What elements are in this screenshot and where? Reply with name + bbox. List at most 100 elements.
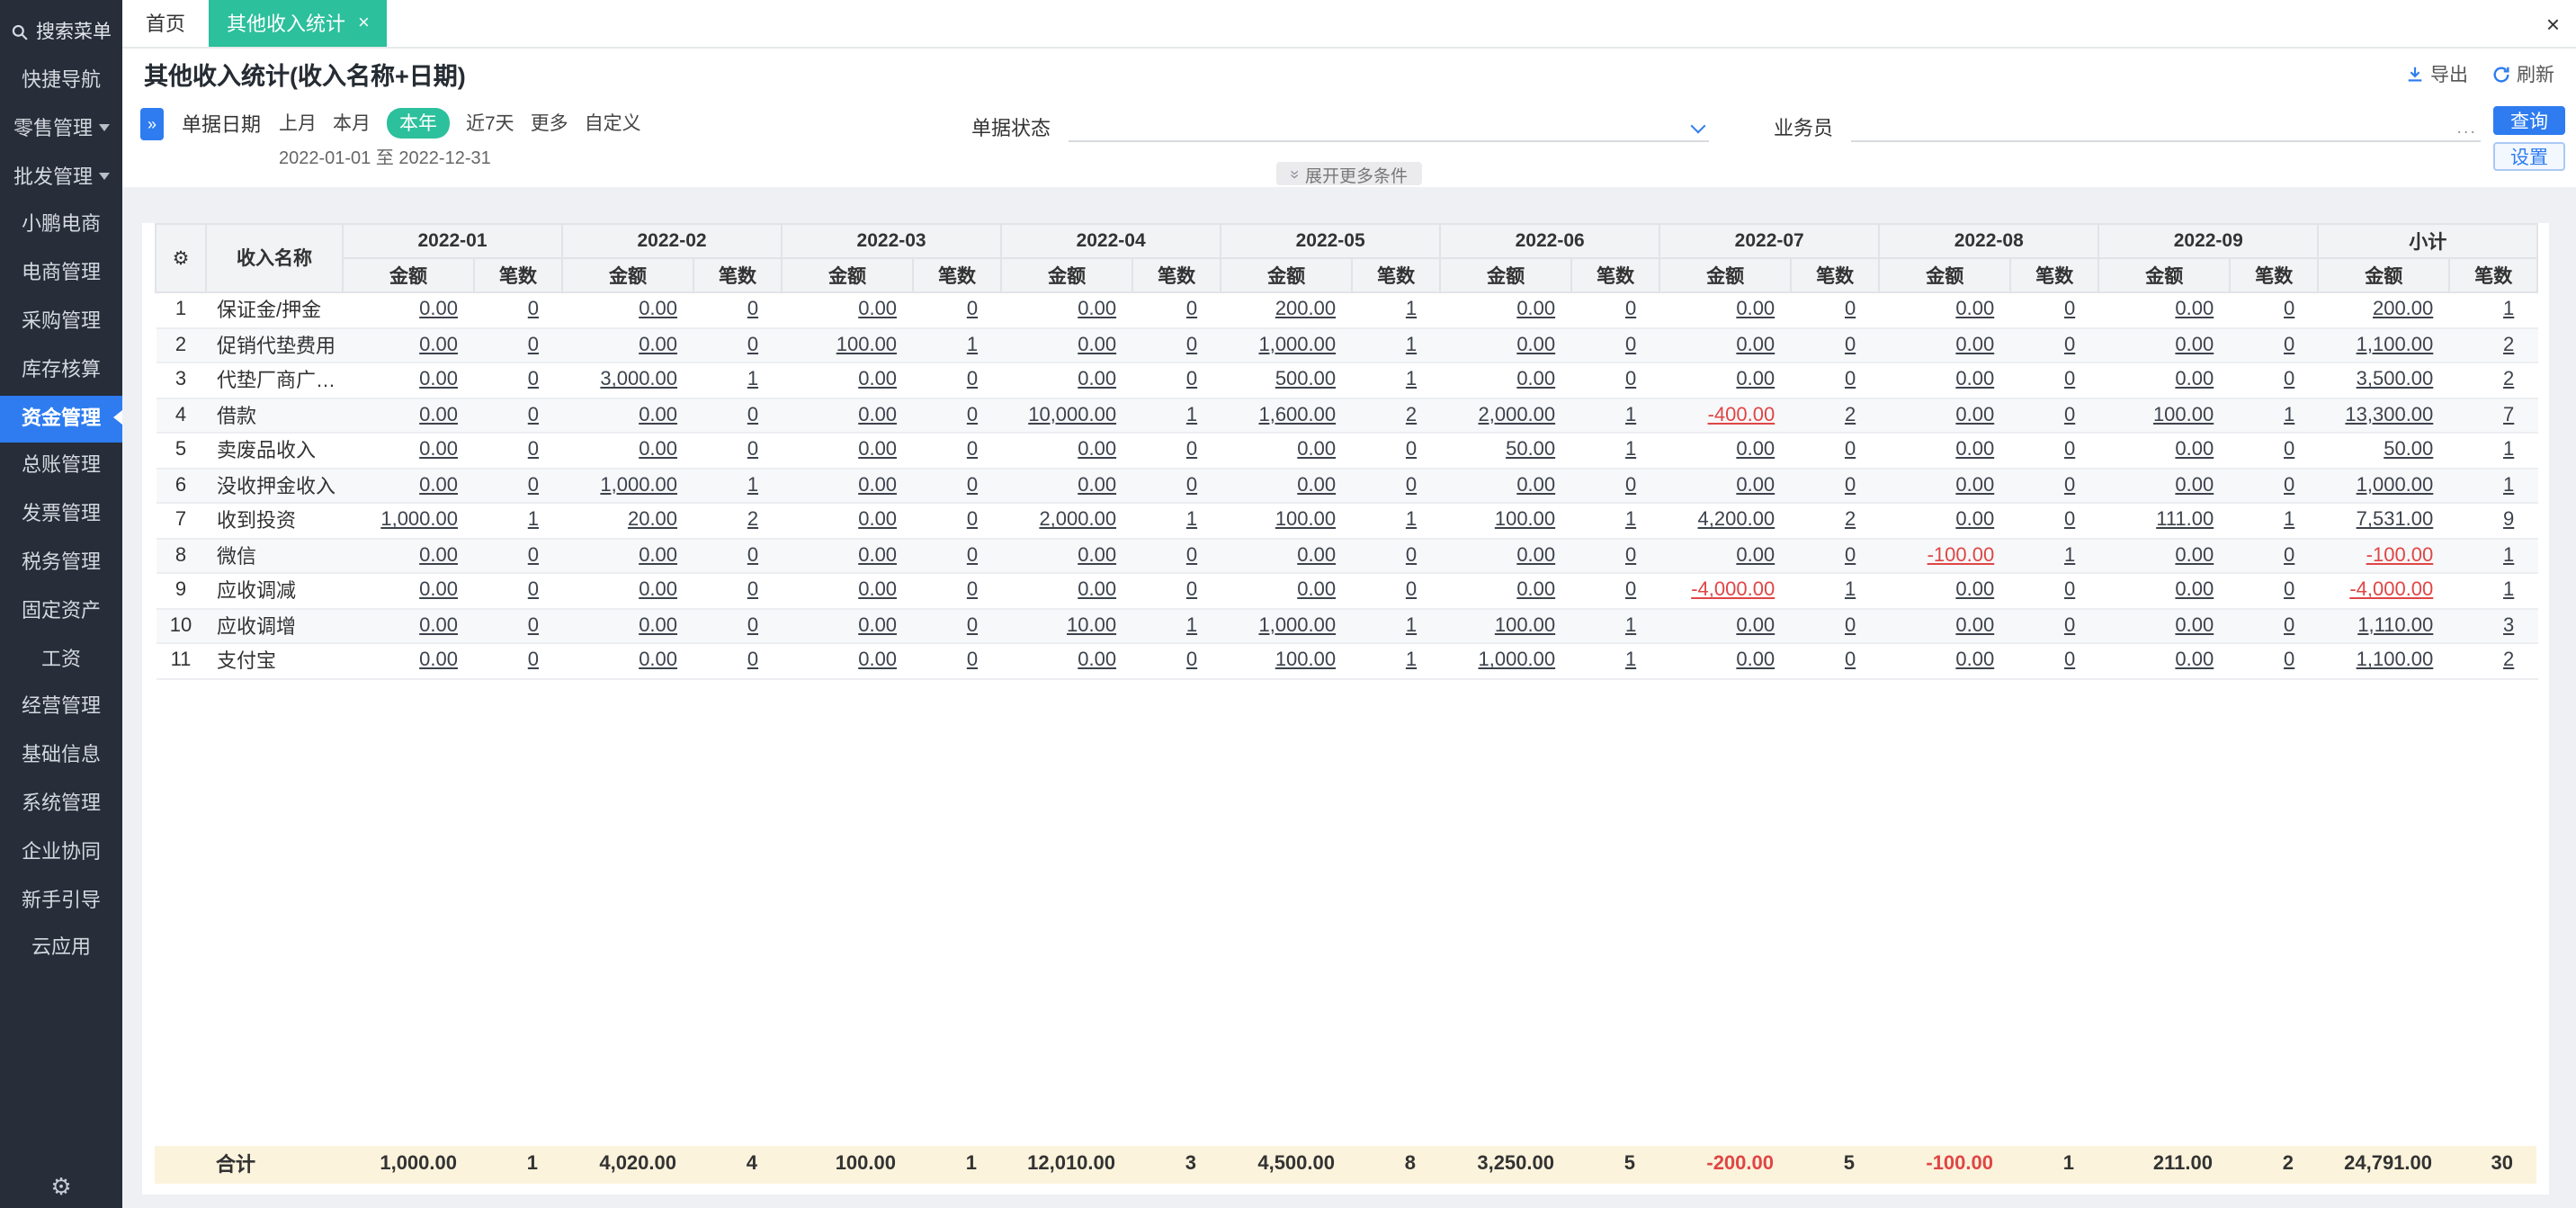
- amount-link[interactable]: 0.00: [2175, 614, 2214, 637]
- count-link[interactable]: 1: [2503, 544, 2515, 567]
- count-link[interactable]: 0: [966, 404, 979, 426]
- amount-link[interactable]: 7,531.00: [2356, 509, 2434, 532]
- amount-link[interactable]: 0.00: [1516, 369, 1556, 391]
- amount-link[interactable]: 100.00: [1494, 614, 1556, 637]
- count-link[interactable]: 1: [1185, 509, 1198, 532]
- amount-link[interactable]: 0.00: [1736, 334, 1775, 356]
- count-link[interactable]: 0: [1185, 544, 1198, 567]
- export-button[interactable]: 导出: [2405, 60, 2468, 87]
- amount-link[interactable]: 0.00: [1955, 474, 1995, 497]
- amount-link[interactable]: 0.00: [419, 404, 458, 426]
- count-link[interactable]: 0: [2064, 474, 2076, 497]
- amount-link[interactable]: 1,110.00: [2357, 614, 2434, 637]
- tab-other-income[interactable]: 其他收入统计 ×: [209, 0, 388, 47]
- amount-link[interactable]: 0.00: [419, 544, 458, 567]
- amount-link[interactable]: 0.00: [1955, 649, 1995, 672]
- amount-link[interactable]: 0.00: [2175, 649, 2214, 672]
- amount-link[interactable]: 0.00: [1955, 299, 1995, 321]
- count-link[interactable]: 1: [527, 509, 540, 532]
- sidebar-item-invoice[interactable]: 发票管理: [22, 504, 101, 526]
- count-link[interactable]: 0: [2284, 334, 2295, 356]
- count-link[interactable]: 0: [1405, 474, 1418, 497]
- count-link[interactable]: 0: [1624, 369, 1637, 391]
- sidebar-item-mini-ecommerce[interactable]: 小鹏电商: [22, 214, 101, 237]
- quick-filter-custom[interactable]: 自定义: [584, 113, 641, 135]
- count-link[interactable]: 0: [2284, 649, 2295, 672]
- sidebar-item-payroll[interactable]: 工资: [41, 649, 81, 671]
- count-link[interactable]: 0: [966, 614, 979, 637]
- count-link[interactable]: 0: [1624, 299, 1637, 321]
- amount-link[interactable]: 111.00: [2156, 509, 2214, 532]
- amount-link[interactable]: 500.00: [1275, 369, 1337, 391]
- amount-link[interactable]: 100.00: [1275, 649, 1337, 672]
- amount-link[interactable]: 0.00: [639, 334, 678, 356]
- count-link[interactable]: 0: [527, 544, 540, 567]
- count-link[interactable]: 0: [1185, 369, 1198, 391]
- amount-link[interactable]: 0.00: [1955, 614, 1995, 637]
- count-link[interactable]: 1: [1624, 649, 1637, 672]
- amount-link[interactable]: 10.00: [1067, 614, 1117, 637]
- count-link[interactable]: 0: [527, 649, 540, 672]
- count-link[interactable]: 0: [1185, 649, 1198, 672]
- amount-link[interactable]: 1,000.00: [1258, 614, 1337, 637]
- amount-link[interactable]: 0.00: [419, 334, 458, 356]
- amount-link[interactable]: 0.00: [639, 544, 678, 567]
- amount-link[interactable]: 0.00: [2175, 474, 2214, 497]
- amount-link[interactable]: 1,100.00: [2356, 334, 2434, 356]
- count-link[interactable]: 1: [2503, 439, 2515, 461]
- amount-link[interactable]: -4,000.00: [2349, 579, 2434, 602]
- column-settings-icon[interactable]: ⚙: [155, 223, 207, 293]
- amount-link[interactable]: 0.00: [1078, 474, 1117, 497]
- amount-link[interactable]: 4,200.00: [1697, 509, 1775, 532]
- count-link[interactable]: 2: [1844, 509, 1856, 532]
- amount-link[interactable]: 0.00: [1297, 474, 1337, 497]
- amount-link[interactable]: 0.00: [1078, 579, 1117, 602]
- quick-filter-this-year[interactable]: 本年: [387, 108, 450, 139]
- sidebar-item-inventory-accounting[interactable]: 库存核算: [22, 359, 101, 381]
- count-link[interactable]: 0: [966, 299, 979, 321]
- sidebar-item-newbie-guide[interactable]: 新手引导: [22, 890, 101, 912]
- count-link[interactable]: 0: [1844, 614, 1856, 637]
- amount-link[interactable]: 0.00: [858, 509, 898, 532]
- count-link[interactable]: 0: [747, 649, 759, 672]
- amount-link[interactable]: 0.00: [858, 649, 898, 672]
- count-link[interactable]: 1: [1844, 579, 1856, 602]
- amount-link[interactable]: 0.00: [1516, 579, 1556, 602]
- amount-link[interactable]: 1,000.00: [380, 509, 458, 532]
- sidebar-item-general-ledger[interactable]: 总账管理: [22, 455, 101, 478]
- count-link[interactable]: 1: [966, 334, 979, 356]
- count-link[interactable]: 0: [747, 439, 759, 461]
- count-link[interactable]: 0: [2284, 474, 2295, 497]
- amount-link[interactable]: 0.00: [1297, 579, 1337, 602]
- count-link[interactable]: 9: [2503, 509, 2515, 532]
- count-link[interactable]: 0: [1624, 579, 1637, 602]
- amount-link[interactable]: 0.00: [1736, 649, 1775, 672]
- amount-link[interactable]: 0.00: [2175, 544, 2214, 567]
- count-link[interactable]: 0: [2064, 334, 2076, 356]
- count-link[interactable]: 1: [2064, 544, 2076, 567]
- sidebar-item-quick-nav[interactable]: 快捷导航: [22, 70, 101, 92]
- count-link[interactable]: 0: [2284, 439, 2295, 461]
- count-link[interactable]: 0: [527, 614, 540, 637]
- amount-link[interactable]: 0.00: [1078, 649, 1117, 672]
- amount-link[interactable]: 0.00: [858, 299, 898, 321]
- count-link[interactable]: 0: [527, 369, 540, 391]
- amount-link[interactable]: 100.00: [1275, 509, 1337, 532]
- count-link[interactable]: 0: [2064, 579, 2076, 602]
- count-link[interactable]: 0: [1624, 334, 1637, 356]
- count-link[interactable]: 0: [1185, 579, 1198, 602]
- count-link[interactable]: 0: [2064, 404, 2076, 426]
- sidebar-item-ecommerce[interactable]: 电商管理: [22, 263, 101, 285]
- amount-link[interactable]: 200.00: [2372, 299, 2434, 321]
- count-link[interactable]: 3: [2503, 614, 2515, 637]
- count-link[interactable]: 0: [1185, 334, 1198, 356]
- amount-link[interactable]: 0.00: [1955, 439, 1995, 461]
- amount-link[interactable]: 3,000.00: [600, 369, 678, 391]
- window-close-icon[interactable]: ×: [2545, 10, 2560, 37]
- count-link[interactable]: 0: [527, 474, 540, 497]
- amount-link[interactable]: 0.00: [858, 404, 898, 426]
- amount-link[interactable]: 1,000.00: [1478, 649, 1556, 672]
- amount-link[interactable]: 0.00: [419, 474, 458, 497]
- sidebar-item-purchase[interactable]: 采购管理: [22, 310, 101, 333]
- count-link[interactable]: 2: [747, 509, 759, 532]
